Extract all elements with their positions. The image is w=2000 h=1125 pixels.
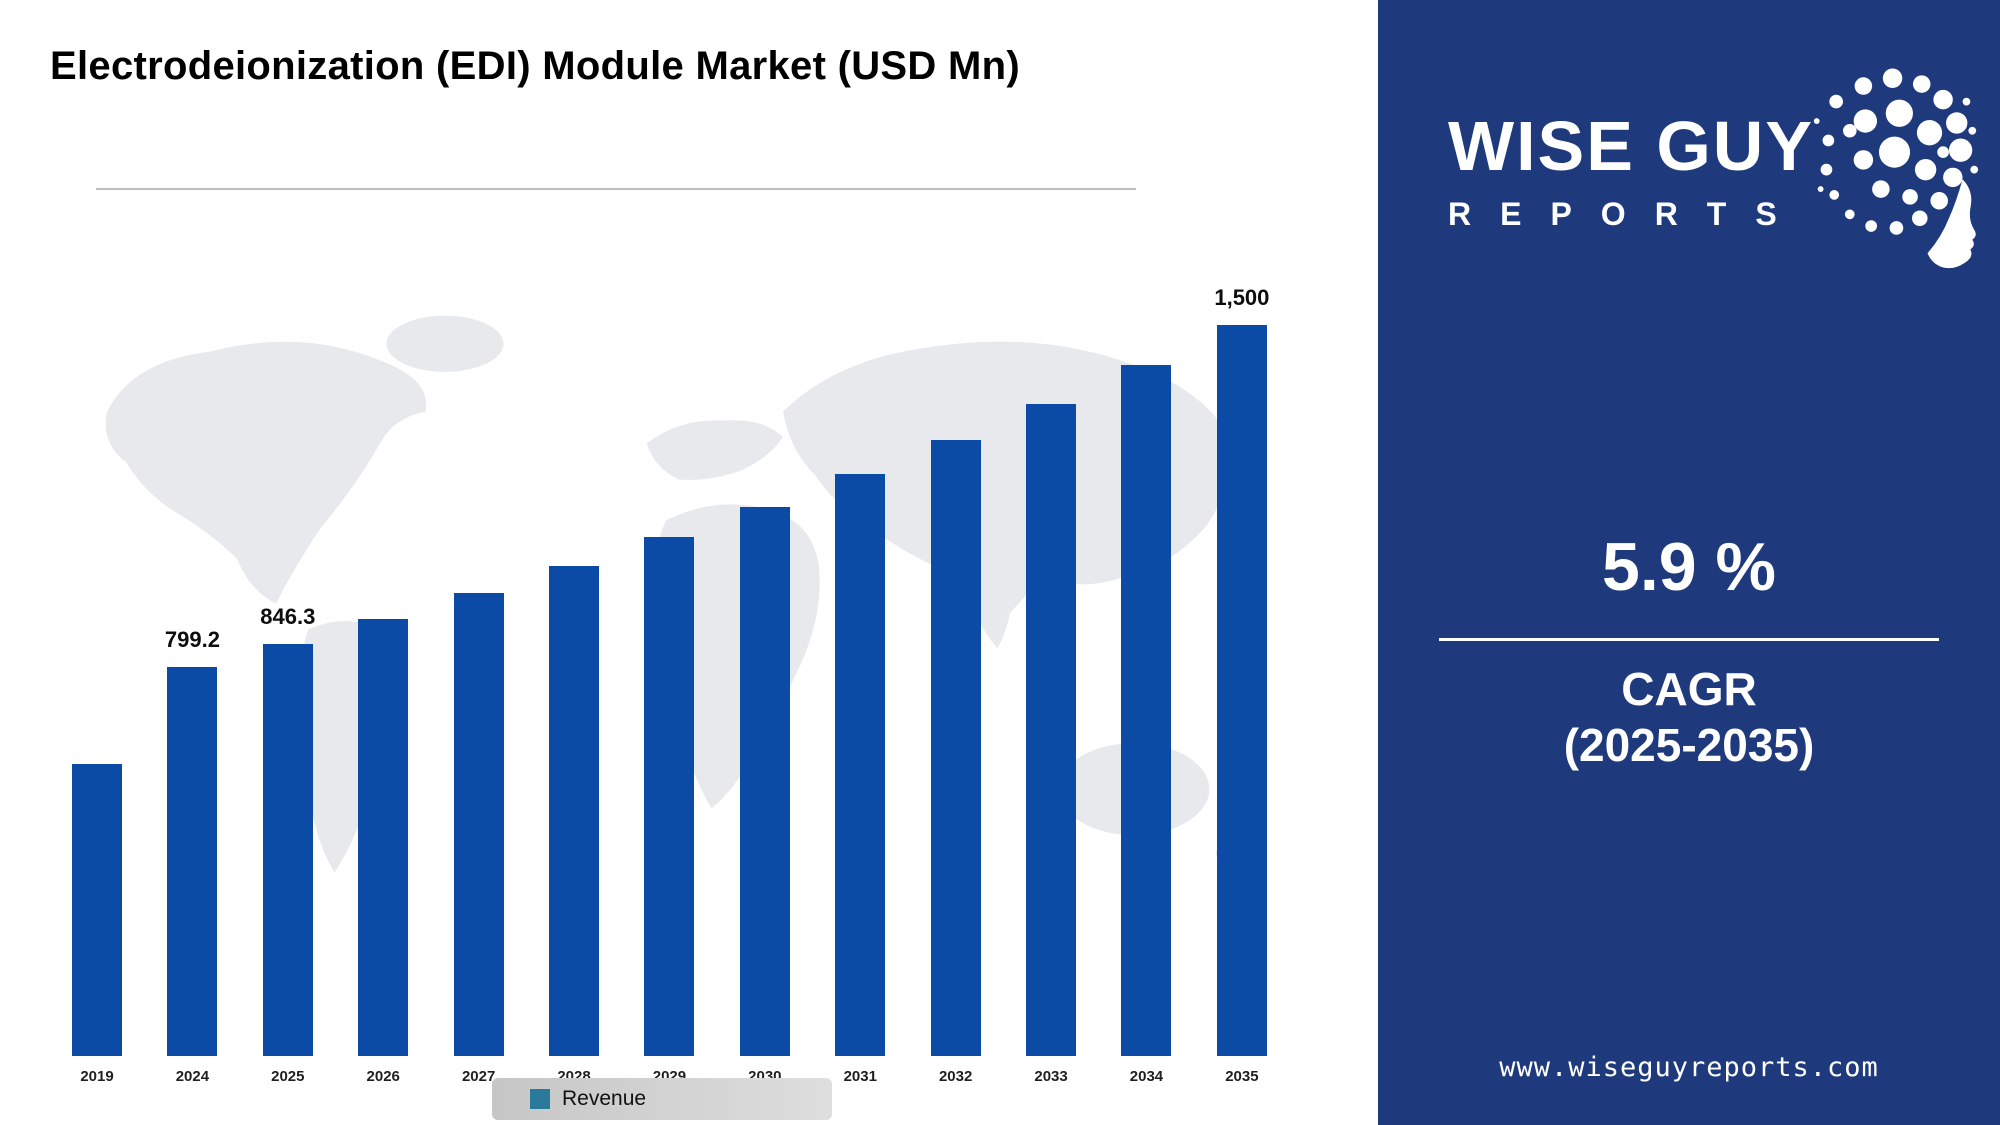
bar bbox=[1026, 404, 1077, 1056]
axis-year-label: 2024 bbox=[175, 1068, 210, 1085]
axis-year-label: 2033 bbox=[1034, 1068, 1068, 1085]
legend: Revenue bbox=[492, 1078, 832, 1120]
brand-logo: WISE GUY REPORTS bbox=[1448, 106, 1814, 233]
axis-year-label: 2019 bbox=[80, 1068, 114, 1085]
brand-logo-line1: WISE GUY bbox=[1448, 107, 1815, 185]
bar-value-label: 846.3 bbox=[260, 604, 316, 629]
bar-group-2024: 799.2 2024 bbox=[164, 294, 220, 1085]
axis-year-label: 2026 bbox=[366, 1068, 400, 1085]
bar bbox=[262, 644, 313, 1056]
bar-value-label: 1,500 bbox=[1214, 285, 1270, 310]
bar-value-label: 799.2 bbox=[164, 627, 220, 652]
legend-swatch-revenue bbox=[530, 1089, 550, 1109]
axis-year-label: 2031 bbox=[843, 1068, 877, 1085]
bar bbox=[453, 593, 504, 1056]
bar-group-2025: 846.3 2025 bbox=[260, 294, 316, 1085]
axis-year-label: 2032 bbox=[938, 1068, 973, 1085]
bar-group-2034: 2034 bbox=[1121, 294, 1172, 1085]
bar bbox=[72, 764, 122, 1056]
cagr-label: CAGR bbox=[1621, 663, 1757, 715]
bar-group-2029: 2029 bbox=[644, 294, 695, 1085]
bar bbox=[1216, 325, 1267, 1056]
bar-group-2026: 2026 bbox=[358, 294, 409, 1085]
title-divider bbox=[96, 188, 1136, 190]
cagr-value: 5.9 % bbox=[1602, 529, 1776, 605]
axis-year-label: 2035 bbox=[1225, 1068, 1259, 1085]
legend-label-revenue: Revenue bbox=[562, 1087, 647, 1110]
bar bbox=[644, 537, 695, 1056]
bar-group-2027: 2027 bbox=[453, 294, 504, 1085]
chart-panel: Electrodeionization (EDI) Module Market … bbox=[50, 44, 1270, 1120]
cagr-period: (2025-2035) bbox=[1563, 719, 1815, 771]
bar-chart: 2019 799.2 2024 846.3 2025 2026 2027 2028 2029 20… bbox=[72, 285, 1269, 1085]
bar bbox=[835, 474, 886, 1056]
bar-group-2032: 2032 bbox=[930, 294, 981, 1085]
bar bbox=[167, 667, 218, 1056]
bar bbox=[358, 619, 409, 1056]
brand-head-dots-icon bbox=[1813, 68, 1979, 269]
website-url: www.wiseguyreports.com bbox=[1499, 1052, 1879, 1083]
bar bbox=[1121, 365, 1172, 1056]
bar-group-2035: 1,500 2035 bbox=[1214, 285, 1269, 1085]
brand-logo-line2: REPORTS bbox=[1448, 196, 1806, 232]
bar bbox=[739, 507, 790, 1056]
bar bbox=[930, 440, 981, 1056]
chart-title: Electrodeionization (EDI) Module Market … bbox=[50, 44, 1020, 88]
bar-group-2031: 2031 bbox=[835, 294, 886, 1085]
bar-group-2019: 2019 bbox=[72, 294, 122, 1085]
bar-group-2033: 2033 bbox=[1026, 294, 1077, 1085]
bar bbox=[549, 566, 600, 1056]
cagr-divider bbox=[1439, 638, 1939, 641]
axis-year-label: 2034 bbox=[1129, 1068, 1164, 1085]
bar-group-2030: 2030 bbox=[739, 294, 790, 1085]
bar-group-2028: 2028 bbox=[549, 294, 600, 1085]
axis-year-label: 2025 bbox=[271, 1068, 305, 1085]
sidebar: WISE GUY REPORTS 5.9 % CAGR (2025 bbox=[1378, 0, 2000, 1125]
axis-year-label: 2027 bbox=[461, 1068, 496, 1085]
